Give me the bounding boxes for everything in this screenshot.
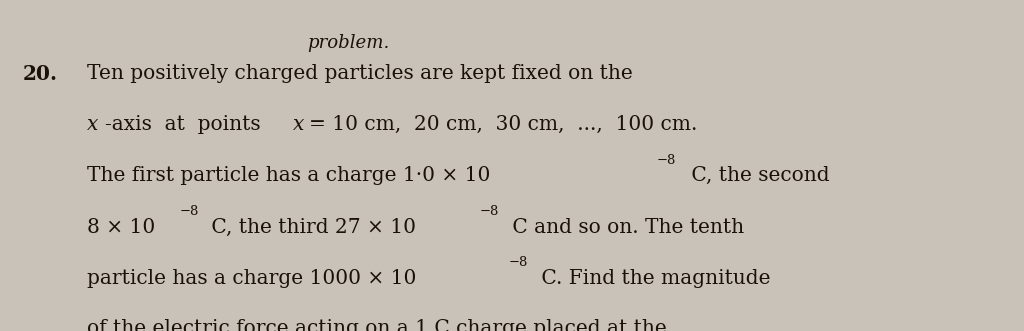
Text: The first particle has a charge 1·0 × 10: The first particle has a charge 1·0 × 10 — [87, 166, 490, 185]
Text: −8: −8 — [179, 205, 199, 218]
Text: C, the third 27 × 10: C, the third 27 × 10 — [205, 218, 416, 237]
Text: 20.: 20. — [23, 64, 57, 84]
Text: −8: −8 — [479, 205, 499, 218]
Text: C, the second: C, the second — [685, 166, 829, 185]
Text: −8: −8 — [509, 256, 528, 269]
Text: x: x — [293, 115, 304, 134]
Text: C and so on. The tenth: C and so on. The tenth — [506, 218, 744, 237]
Text: particle has a charge 1000 × 10: particle has a charge 1000 × 10 — [87, 269, 417, 288]
Text: x: x — [87, 115, 98, 134]
Text: 8 × 10: 8 × 10 — [87, 218, 156, 237]
Text: of the electric force acting on a 1 C charge placed at the: of the electric force acting on a 1 C ch… — [87, 319, 667, 331]
Text: −8: −8 — [656, 154, 676, 166]
Text: Ten positively charged particles are kept fixed on the: Ten positively charged particles are kep… — [87, 64, 633, 83]
Text: -axis  at  points: -axis at points — [105, 115, 273, 134]
Text: problem.: problem. — [307, 34, 389, 52]
Text: C. Find the magnitude: C. Find the magnitude — [535, 269, 770, 288]
Text: = 10 cm,  20 cm,  30 cm,  ...,  100 cm.: = 10 cm, 20 cm, 30 cm, ..., 100 cm. — [309, 115, 697, 134]
